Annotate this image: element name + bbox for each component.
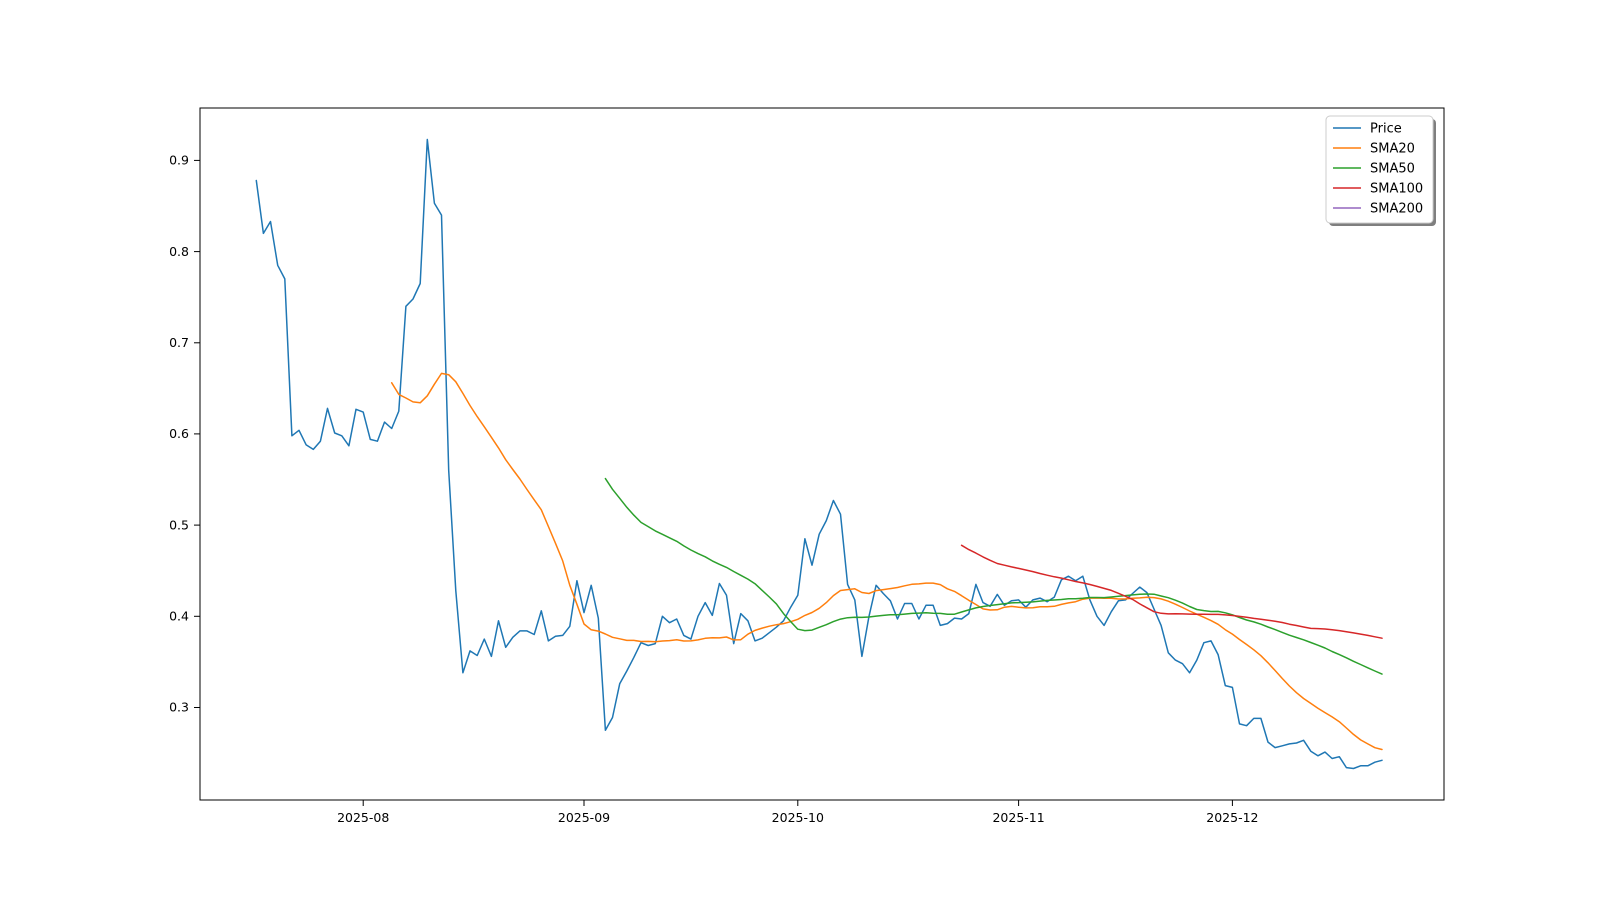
x-tick-label-2025-09: 2025-09: [558, 810, 610, 825]
price-line: [255, 138, 1383, 770]
x-tick-label-2025-10: 2025-10: [772, 810, 824, 825]
legend-label-sma20: SMA20: [1370, 142, 1415, 157]
y-tick-label-0.5: 0.5: [169, 517, 189, 532]
legend-item-sma20: SMA20: [1333, 142, 1415, 157]
y-tick-label-0.9: 0.9: [169, 153, 189, 168]
y-tick-label-0.8: 0.8: [169, 244, 189, 259]
legend-item-sma200: SMA200: [1333, 202, 1423, 217]
x-tick-label-2025-12: 2025-12: [1206, 810, 1258, 825]
y-tick-label-0.3: 0.3: [169, 700, 189, 715]
y-tick-label-0.4: 0.4: [169, 609, 189, 624]
legend-item-price: Price: [1333, 122, 1402, 137]
sma50-line: [604, 477, 1383, 675]
sma100-line: [960, 544, 1383, 639]
legend-label-sma50: SMA50: [1370, 162, 1415, 177]
x-tick-label-2025-11: 2025-11: [992, 810, 1044, 825]
x-tick-label-2025-08: 2025-08: [337, 810, 389, 825]
legend-label-price: Price: [1370, 122, 1402, 137]
y-tick-label-0.7: 0.7: [169, 335, 189, 350]
legend-label-sma100: SMA100: [1370, 182, 1423, 197]
legend-box: [1325, 115, 1434, 224]
legend-item-sma100: SMA100: [1333, 182, 1423, 197]
legend: Price SMA20 SMA50 SMA100 SMA200: [1325, 115, 1436, 226]
y-tick-label-0.6: 0.6: [169, 426, 189, 441]
sma20-line: [390, 372, 1383, 751]
legend-item-sma50: SMA50: [1333, 162, 1415, 177]
legend-label-sma200: SMA200: [1370, 202, 1423, 217]
plot-border: [199, 107, 1445, 801]
